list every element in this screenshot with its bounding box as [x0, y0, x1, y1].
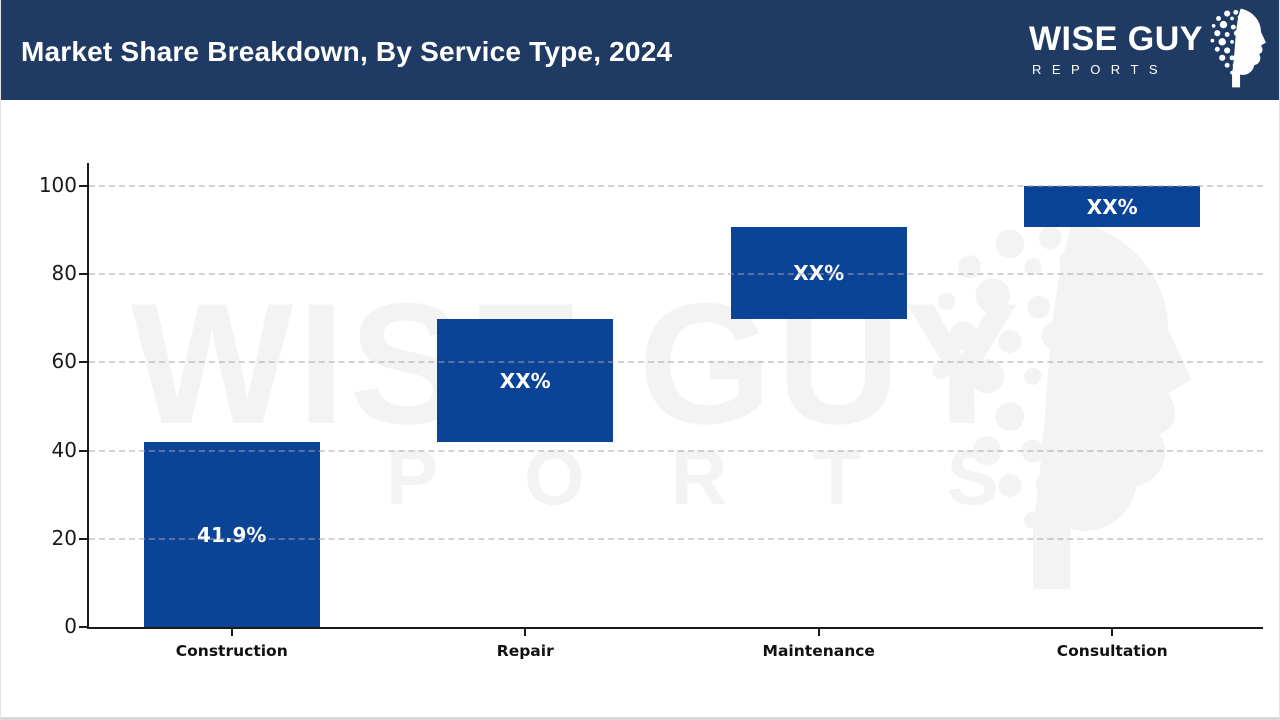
x-category-label: Consultation	[1056, 642, 1168, 660]
y-tick-label-60: 60	[51, 349, 77, 374]
y-tick-label-80: 80	[51, 261, 77, 286]
wiseguy-logo: WISE GUY REPORTS	[1029, 6, 1269, 90]
gridline-80	[89, 273, 1263, 276]
head-profile-icon	[1205, 6, 1269, 90]
x-tick-construction	[230, 627, 233, 636]
gridline-40	[89, 449, 1263, 452]
x-tick-consultation	[1111, 627, 1114, 636]
bar-value-label: XX%	[1086, 194, 1138, 219]
page-title: Market Share Breakdown, By Service Type,…	[21, 36, 673, 67]
watermark-subtext: PORTS	[386, 433, 1085, 521]
bar-construction: 41.9%	[143, 442, 320, 627]
bar-value-label: 41.9%	[197, 522, 267, 547]
y-tick-60	[79, 361, 89, 364]
header-bar: Market Share Breakdown, By Service Type,…	[1, 0, 1279, 100]
gridline-60	[89, 361, 1263, 364]
gridline-100	[89, 185, 1263, 187]
y-axis-line	[87, 163, 89, 629]
y-tick-label-0: 0	[64, 614, 77, 638]
x-category-label: Construction	[175, 642, 288, 660]
y-tick-20	[79, 537, 89, 540]
logo-wordmark: WISE GUY	[1028, 19, 1203, 58]
bar-repair: XX%	[437, 319, 614, 443]
y-tick-label-40: 40	[51, 437, 77, 462]
gridline-20	[89, 537, 1263, 540]
x-category-label: Maintenance	[762, 642, 875, 660]
x-tick-maintenance	[817, 627, 820, 636]
bar-value-label: XX%	[499, 368, 551, 393]
x-tick-repair	[524, 627, 527, 636]
logo-subtext: REPORTS	[1031, 61, 1169, 77]
y-tick-label-20: 20	[51, 525, 77, 550]
y-tick-label-100: 100	[38, 173, 77, 197]
bar-value-label: XX%	[793, 261, 845, 286]
y-tick-40	[79, 449, 89, 452]
chart-area: WISE GUY PORTS 0 20 40 60 80 100 41.9% Construc…	[1, 100, 1279, 717]
y-tick-100	[79, 185, 89, 187]
bar-consultation: XX%	[1024, 186, 1201, 227]
y-tick-80	[79, 273, 89, 276]
y-tick-0	[79, 626, 89, 628]
x-axis-line	[87, 627, 1263, 629]
bar-maintenance: XX%	[730, 227, 907, 320]
x-category-label: Repair	[496, 642, 554, 660]
